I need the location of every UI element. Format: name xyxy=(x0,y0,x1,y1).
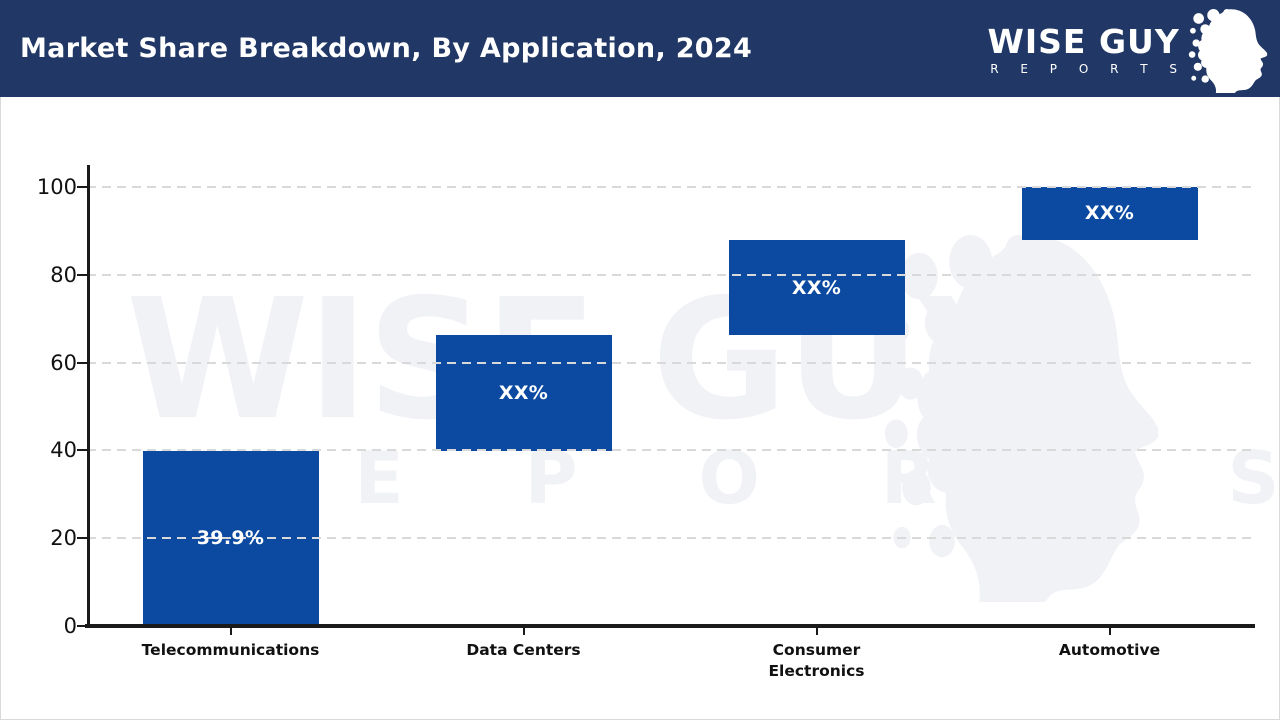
y-tick-label-20: 20 xyxy=(50,526,77,551)
y-tick-80 xyxy=(77,273,88,276)
x-axis-line xyxy=(85,624,1255,628)
bar-segment xyxy=(435,335,612,451)
x-tick xyxy=(522,626,525,635)
x-tick xyxy=(1108,626,1111,635)
y-tick-label-80: 80 xyxy=(50,262,77,287)
y-tick-label-60: 60 xyxy=(50,350,77,375)
bar-value-label: 39.9% xyxy=(196,527,265,550)
y-tick-100 xyxy=(77,186,88,188)
watermark-face-logo xyxy=(884,234,1158,602)
logo-subtext: R E P O R T S xyxy=(990,61,1186,76)
gridline-100 xyxy=(87,186,1256,188)
gridline-40 xyxy=(87,449,1256,452)
y-tick-label-0: 0 xyxy=(63,614,77,638)
gridline-60 xyxy=(87,361,1256,364)
bar-segment xyxy=(728,239,905,336)
y-tick-40 xyxy=(77,449,88,452)
category-label: Automotive xyxy=(1058,641,1161,659)
x-tick xyxy=(229,626,232,635)
y-tick-20 xyxy=(77,537,88,540)
bar-value-label: XX% xyxy=(791,276,842,299)
y-tick-0 xyxy=(77,625,88,627)
chart-title: Market Share Breakdown, By Application, … xyxy=(20,33,753,64)
x-tick xyxy=(815,626,818,635)
header-bar: Market Share Breakdown, By Application, … xyxy=(0,0,1280,97)
gridline-80 xyxy=(87,273,1256,276)
bar-segment xyxy=(1021,187,1198,240)
y-tick-label-100: 100 xyxy=(36,175,77,199)
wiseguy-logo: WISE GUY R E P O R T S xyxy=(981,5,1270,95)
gridline-20 xyxy=(87,537,1256,540)
logo-face-icon xyxy=(1188,9,1268,93)
bar-value-label: XX% xyxy=(1084,202,1135,225)
y-tick-label-40: 40 xyxy=(50,438,77,463)
bar-value-label: XX% xyxy=(498,382,549,405)
y-tick-60 xyxy=(77,361,88,364)
logo-wordmark: WISE GUY xyxy=(987,21,1180,61)
category-label: Consumer Electronics xyxy=(768,641,865,680)
y-axis-line xyxy=(87,165,90,628)
category-label: Telecommunications xyxy=(141,641,320,659)
category-label: Data Centers xyxy=(466,641,581,659)
